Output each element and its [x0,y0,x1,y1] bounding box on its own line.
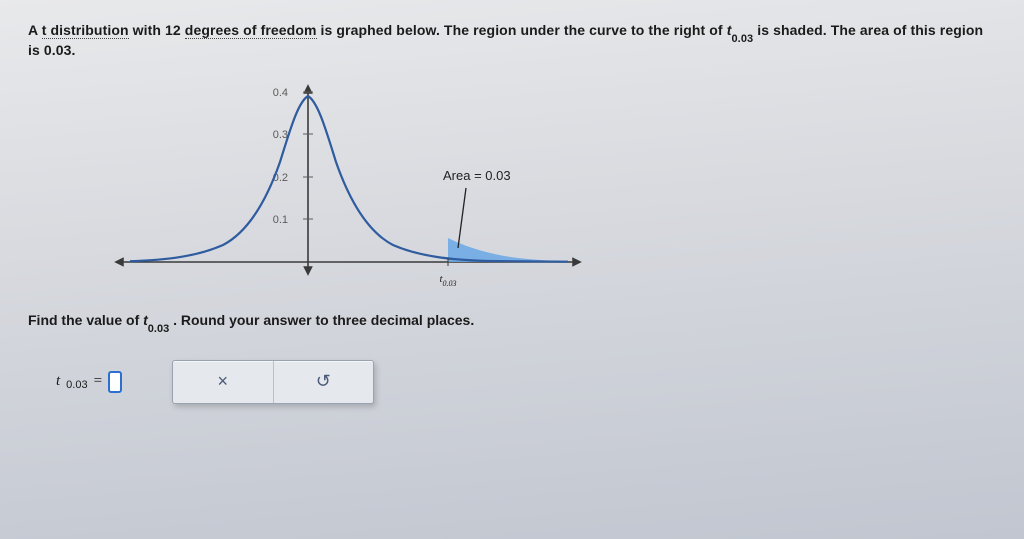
x-tick-label: t0.03 [439,273,456,288]
intro-text: is graphed below. The region under the c… [317,22,727,38]
svg-text:0.4: 0.4 [273,87,288,99]
t-subscript: 0.03 [148,323,169,335]
y-tick-01: 0.1 [273,214,313,226]
shaded-region [448,238,568,262]
svg-text:0.3: 0.3 [273,129,288,141]
prompt-text: Find the value of [28,312,143,328]
question-prompt: Find the value of t0.03 . Round your ans… [28,312,996,332]
t-subscript: 0.03 [731,33,753,45]
y-tick-03: 0.3 [273,129,313,141]
t-distribution-link[interactable]: t distribution [42,22,129,39]
svg-text:0.1: 0.1 [273,214,288,226]
df-value: 12 [165,22,181,38]
graph-container: 0.4 0.3 0.2 0.1 Area = 0.03 [88,72,628,302]
t-symbol: t [56,373,60,390]
question-page: A t distribution with 12 degrees of free… [0,0,1024,539]
reset-icon: ↺ [316,371,331,392]
prompt-text: . [470,312,474,328]
area-value: 0.03 [44,42,72,58]
decimal-places-link[interactable]: decimal places [371,312,471,328]
area-label: Area = 0.03 [443,168,511,183]
answer-toolbar: × ↺ [172,360,374,404]
degrees-of-freedom-link[interactable]: degrees of freedom [185,22,317,39]
answer-row: t 0.03 = × ↺ [56,360,996,404]
answer-equation: t 0.03 = [56,371,122,393]
y-tick-02: 0.2 [273,172,313,184]
intro-text: A [28,22,42,38]
x-icon: × [218,371,229,392]
reset-button[interactable]: ↺ [273,361,374,403]
intro-text: . [72,42,76,58]
answer-input[interactable] [108,371,122,393]
equals-sign: = [94,373,102,390]
t-distribution-graph: 0.4 0.3 0.2 0.1 Area = 0.03 [88,72,628,302]
clear-button[interactable]: × [173,361,273,403]
prompt-text: . Round your answer to three [169,312,370,328]
question-intro: A t distribution with 12 degrees of free… [28,22,996,58]
t-subscript: 0.03 [66,379,87,391]
intro-text: with [129,22,165,38]
area-leader-line [458,188,466,248]
